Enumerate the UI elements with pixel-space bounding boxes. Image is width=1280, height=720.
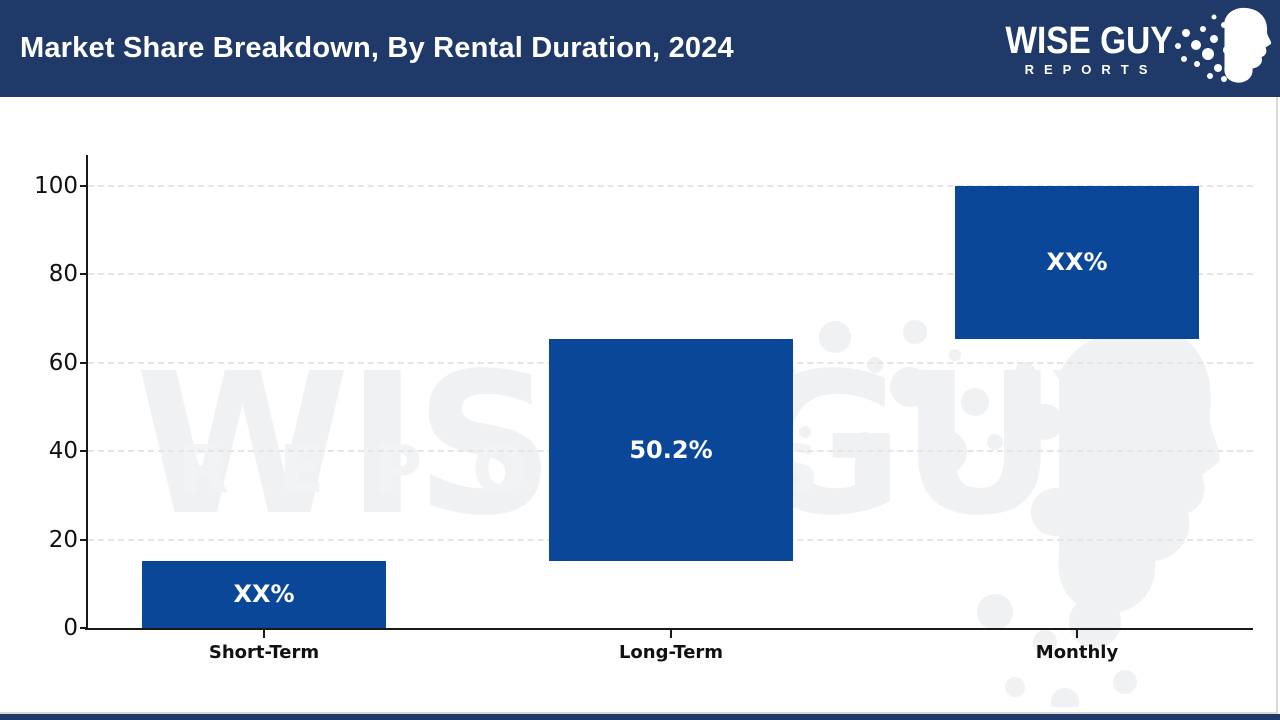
bar-value-label: XX%: [1046, 248, 1108, 277]
y-tick-100: [80, 185, 88, 187]
x-category-label: Long-Term: [618, 642, 724, 663]
y-tick-0: [80, 627, 88, 629]
header: Market Share Breakdown, By Rental Durati…: [0, 0, 1280, 97]
y-tick-label: 20: [48, 526, 78, 553]
x-category-label: Short-Term: [208, 642, 320, 663]
logo-face-icon: [1175, 7, 1272, 83]
chart-region: WISE GUY REPORTS 0 20 40 60 80 100 XX% Short-Te…: [0, 97, 1278, 714]
waterfall-chart: 0 20 40 60 80 100 XX% Short-Term 50.2% Long-Term X…: [0, 97, 1276, 712]
bar-monthly: XX%: [955, 186, 1199, 339]
logo-wordmark: WISE GUY: [1005, 19, 1173, 62]
bar-value-label: XX%: [233, 580, 295, 609]
logo-text: WISE GUY REPORTS: [994, 22, 1184, 76]
y-tick-40: [80, 450, 88, 453]
bar-long-term: 50.2%: [549, 338, 793, 561]
y-tick-label: 80: [48, 261, 78, 288]
y-tick-20: [80, 538, 88, 541]
y-tick-80: [80, 273, 88, 276]
y-tick-label: 60: [48, 349, 78, 376]
bar-value-label: 50.2%: [629, 435, 713, 464]
x-tick-short-term: [263, 630, 265, 638]
y-tick-60: [80, 361, 88, 364]
y-axis: [86, 155, 88, 630]
x-tick-long-term: [670, 630, 672, 638]
gridline-100: [88, 185, 1253, 187]
page-title: Market Share Breakdown, By Rental Durati…: [20, 32, 734, 64]
y-tick-label: 40: [48, 438, 78, 465]
x-category-label: Monthly: [1035, 642, 1119, 663]
footer-bar: [0, 714, 1280, 720]
x-axis: [85, 628, 1253, 630]
y-tick-label: 100: [34, 173, 78, 199]
wise-guy-logo: WISE GUY REPORTS: [994, 0, 1280, 97]
gridline-80: [88, 273, 1253, 276]
x-tick-monthly: [1076, 630, 1078, 638]
bar-short-term: XX%: [142, 560, 386, 628]
y-tick-label: 0: [63, 615, 78, 641]
logo-subtitle: REPORTS: [1024, 61, 1158, 77]
